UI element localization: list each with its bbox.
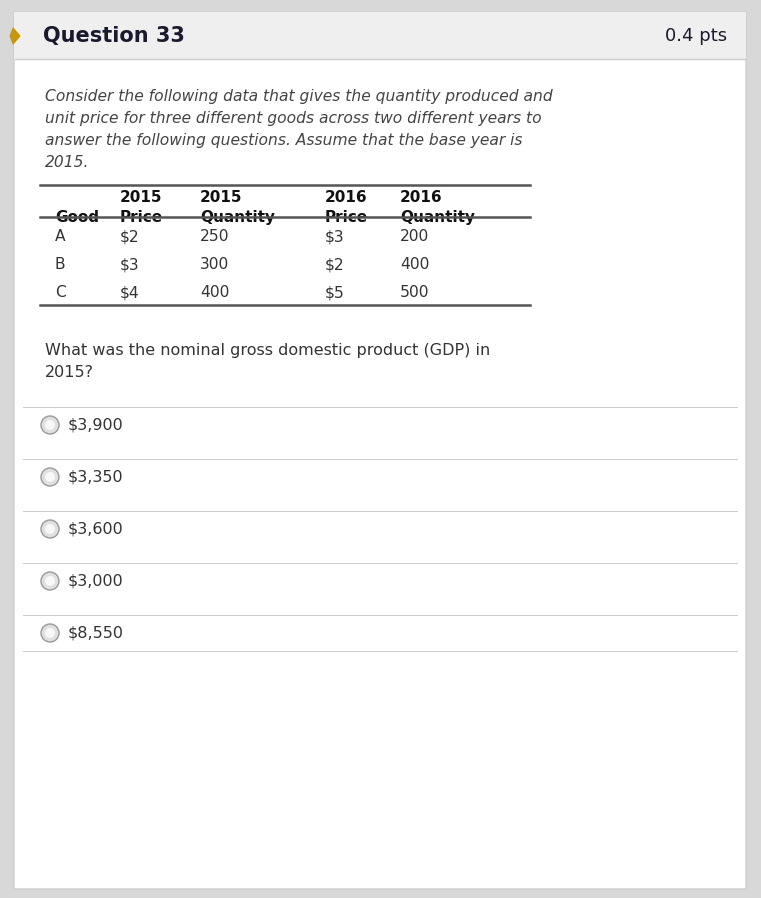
Text: $5: $5 [325, 285, 345, 300]
Text: Quantity: Quantity [400, 210, 475, 225]
Text: 300: 300 [200, 257, 229, 272]
Text: $4: $4 [120, 285, 140, 300]
Text: 200: 200 [400, 229, 429, 244]
Text: unit price for three different goods across two different years to: unit price for three different goods acr… [45, 111, 542, 126]
Text: 2015?: 2015? [45, 365, 94, 380]
Text: $2: $2 [120, 229, 139, 244]
Text: 2015.: 2015. [45, 155, 89, 170]
Circle shape [41, 624, 59, 642]
Circle shape [41, 520, 59, 538]
Text: $3,350: $3,350 [68, 470, 123, 485]
Text: What was the nominal gross domestic product (GDP) in: What was the nominal gross domestic prod… [45, 343, 490, 358]
Text: Price: Price [325, 210, 368, 225]
Circle shape [41, 468, 59, 486]
Text: 250: 250 [200, 229, 230, 244]
Polygon shape [9, 27, 21, 45]
Text: $8,550: $8,550 [68, 626, 124, 640]
Text: $3,600: $3,600 [68, 522, 124, 536]
Text: C: C [55, 285, 66, 300]
Circle shape [45, 524, 55, 534]
Text: Quantity: Quantity [200, 210, 275, 225]
Text: $3: $3 [120, 257, 139, 272]
Text: A: A [55, 229, 65, 244]
Text: 2016: 2016 [400, 190, 443, 205]
Circle shape [45, 420, 55, 430]
Text: 400: 400 [400, 257, 429, 272]
Circle shape [45, 472, 55, 482]
Text: B: B [55, 257, 65, 272]
Text: answer the following questions. Assume that the base year is: answer the following questions. Assume t… [45, 133, 523, 148]
Text: 2015: 2015 [120, 190, 163, 205]
Text: Consider the following data that gives the quantity produced and: Consider the following data that gives t… [45, 89, 552, 104]
FancyBboxPatch shape [14, 12, 746, 889]
Text: 2016: 2016 [325, 190, 368, 205]
Text: Price: Price [120, 210, 163, 225]
Circle shape [41, 416, 59, 434]
Text: 500: 500 [400, 285, 429, 300]
Text: $2: $2 [325, 257, 345, 272]
Text: $3: $3 [325, 229, 345, 244]
FancyBboxPatch shape [14, 12, 746, 60]
Text: Question 33: Question 33 [43, 26, 185, 46]
Text: $3,000: $3,000 [68, 574, 124, 588]
Text: 400: 400 [200, 285, 229, 300]
Circle shape [45, 576, 55, 586]
Text: 0.4 pts: 0.4 pts [665, 27, 727, 45]
Circle shape [41, 572, 59, 590]
Text: $3,900: $3,900 [68, 418, 124, 433]
Circle shape [45, 628, 55, 638]
Text: 2015: 2015 [200, 190, 243, 205]
Text: Good: Good [55, 210, 99, 225]
